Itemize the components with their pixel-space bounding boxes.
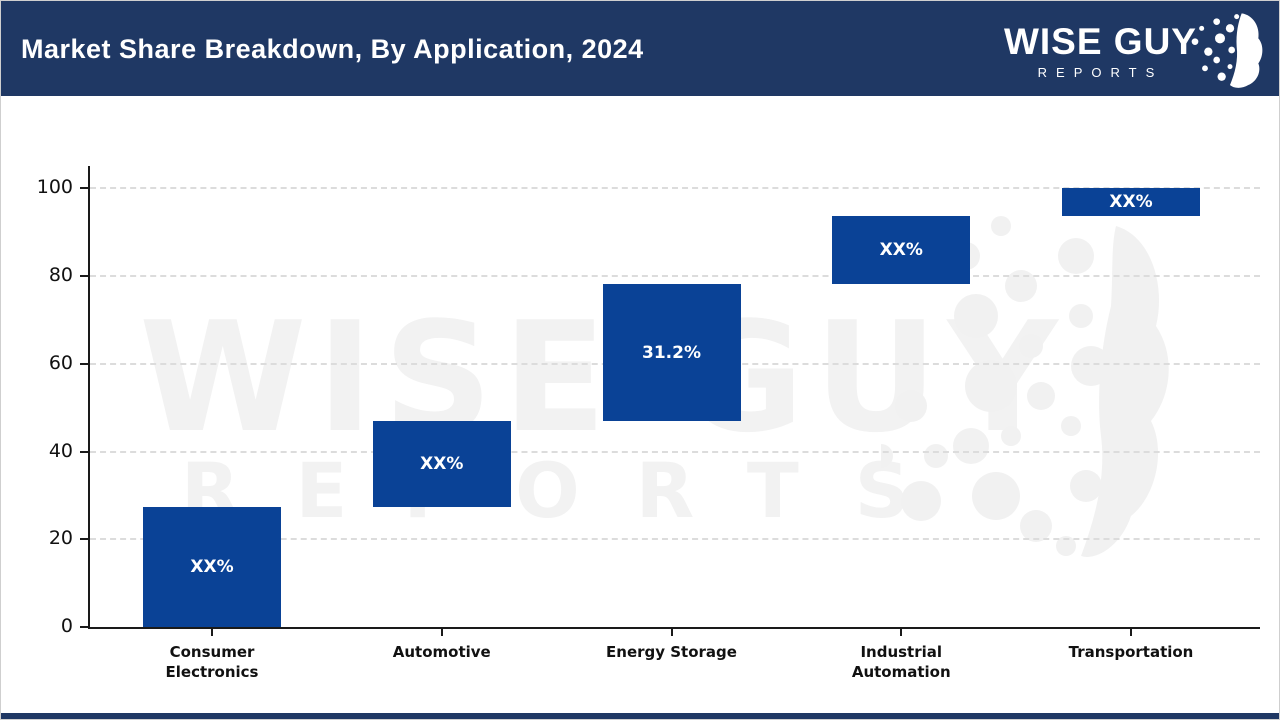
x-category-label: Energy Storage <box>606 643 737 661</box>
x-tick-mark <box>440 629 443 636</box>
x-tick-mark <box>900 629 903 636</box>
page-title: Market Share Breakdown, By Application, … <box>21 34 644 64</box>
grid-line <box>90 538 1260 541</box>
x-tick-mark <box>1130 629 1132 636</box>
x-tick-mark <box>670 629 673 636</box>
y-tick-label: 100 <box>36 176 73 199</box>
bar-value-label: XX% <box>420 454 464 475</box>
wiseguy-face-icon <box>1191 13 1263 88</box>
wiseguy-logo: WISE GUY REPORTS <box>1004 9 1267 91</box>
y-axis-line <box>88 166 90 629</box>
y-tick-label: 60 <box>48 351 73 374</box>
y-tick-mark <box>80 450 88 453</box>
bar-value-label: 31.2% <box>642 342 701 363</box>
bar-value-label: XX% <box>879 240 923 260</box>
y-tick-mark <box>80 362 88 365</box>
bar-value-label: XX% <box>190 557 234 578</box>
grid-line <box>90 275 1260 278</box>
x-category-label: Industrial Automation <box>851 643 951 682</box>
bar-1: XX% <box>143 507 281 627</box>
y-tick-label: 40 <box>48 439 73 462</box>
y-tick-label: 80 <box>48 264 73 287</box>
x-category-label: Transportation <box>1068 643 1194 661</box>
footer-band <box>1 713 1279 719</box>
y-tick-mark <box>80 626 88 628</box>
watermark-text: WISE GUY <box>139 289 1068 466</box>
x-category-label: Automotive <box>392 643 491 661</box>
y-tick-mark <box>80 275 88 278</box>
x-category-label: Consumer Electronics <box>165 643 259 682</box>
y-tick-mark <box>80 538 88 541</box>
bar-value-label: XX% <box>1109 191 1153 212</box>
y-tick-label: 20 <box>48 527 73 550</box>
x-axis-line <box>88 627 1260 629</box>
y-tick-mark <box>80 187 88 190</box>
header-band: Market Share Breakdown, By Application, … <box>1 1 1279 96</box>
bar-5: XX% <box>1062 188 1200 216</box>
watermark-text-reports: REPORTS <box>181 446 966 535</box>
bar-4: XX% <box>832 215 971 285</box>
x-tick-mark <box>211 629 213 636</box>
grid-line <box>90 450 1260 453</box>
grid-line <box>90 187 1260 190</box>
logo-wordmark: WISE GUY <box>1003 20 1197 62</box>
y-tick-label: 0 <box>60 615 73 637</box>
market-share-chart: 0 20 40 60 80 100 XX% XX% 31.2% XX% XX% Consumer … <box>1 96 1279 715</box>
logo-subtext: REPORTS <box>1037 64 1164 80</box>
bar-3: 31.2% <box>602 284 741 422</box>
bar-2: XX% <box>372 421 511 508</box>
